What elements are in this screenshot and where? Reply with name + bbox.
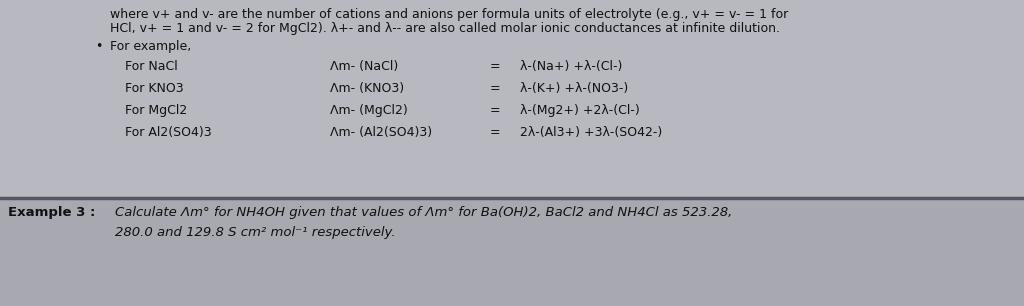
Text: Λm- (NaCl): Λm- (NaCl) [330,60,398,73]
Text: For NaCl: For NaCl [125,60,178,73]
Text: Example 3 :: Example 3 : [8,206,95,219]
Text: =: = [490,82,501,95]
Text: 2λ-(Al3+) +3λ-(SO42-): 2λ-(Al3+) +3λ-(SO42-) [520,126,663,139]
Text: =: = [490,60,501,73]
Text: HCl, v+ = 1 and v- = 2 for MgCl2). λ+- and λ-- are also called molar ionic condu: HCl, v+ = 1 and v- = 2 for MgCl2). λ+- a… [110,22,780,35]
Text: •: • [95,40,102,53]
Text: =: = [490,126,501,139]
Text: Calculate Λm° for NH4OH given that values of Λm° for Ba(OH)2, BaCl2 and NH4Cl as: Calculate Λm° for NH4OH given that value… [115,206,732,219]
Text: Λm- (MgCl2): Λm- (MgCl2) [330,104,408,117]
Text: Λm- (Al2(SO4)3): Λm- (Al2(SO4)3) [330,126,432,139]
Text: λ-(Na+) +λ-(Cl-): λ-(Na+) +λ-(Cl-) [520,60,623,73]
Text: 280.0 and 129.8 S cm² mol⁻¹ respectively.: 280.0 and 129.8 S cm² mol⁻¹ respectively… [115,226,395,239]
Text: Λm- (KNO3): Λm- (KNO3) [330,82,404,95]
Text: where v+ and v- are the number of cations and anions per formula units of electr: where v+ and v- are the number of cation… [110,8,788,21]
Text: λ-(Mg2+) +2λ-(Cl-): λ-(Mg2+) +2λ-(Cl-) [520,104,640,117]
Text: λ-(K+) +λ-(NO3-): λ-(K+) +λ-(NO3-) [520,82,629,95]
Text: For MgCl2: For MgCl2 [125,104,187,117]
Text: For example,: For example, [110,40,191,53]
Text: For KNO3: For KNO3 [125,82,183,95]
Text: For Al2(SO4)3: For Al2(SO4)3 [125,126,212,139]
Bar [0,198,1024,306]
Text: =: = [490,104,501,117]
